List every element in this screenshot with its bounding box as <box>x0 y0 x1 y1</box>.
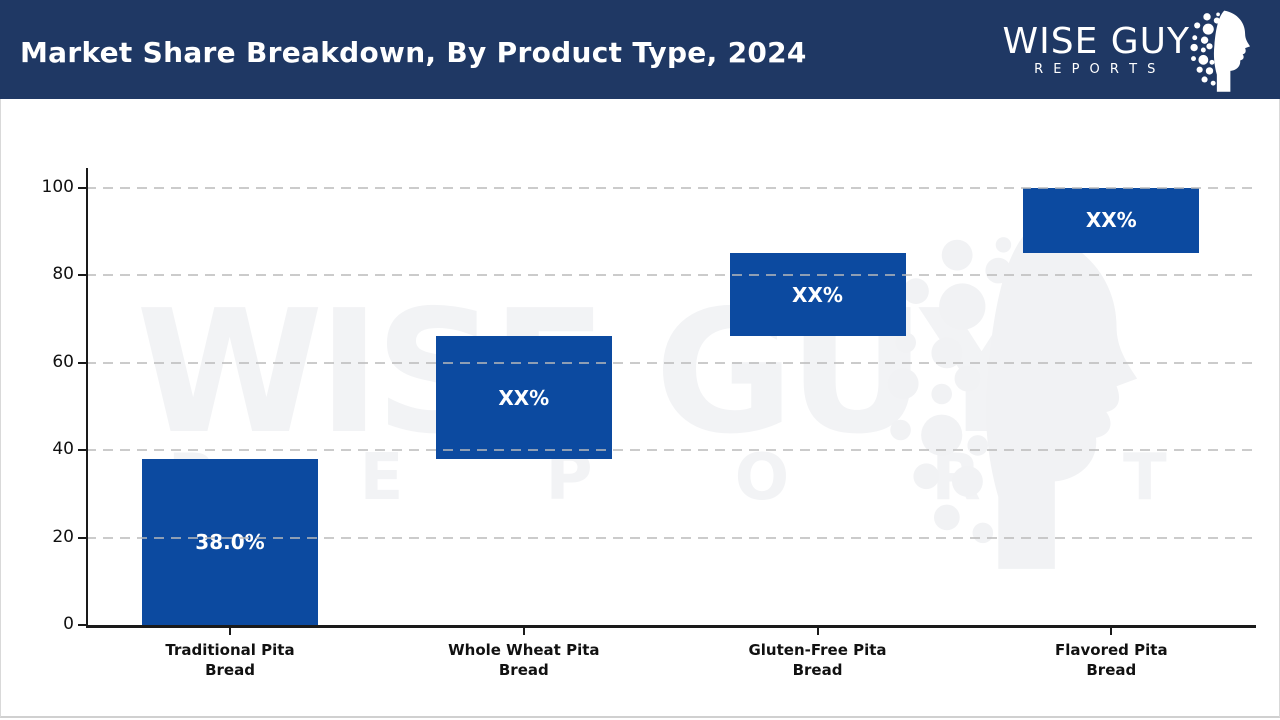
category-label-line: Flavored Pita <box>1055 641 1168 659</box>
y-tick-mark-100 <box>78 186 86 189</box>
y-tick-label-60: 60 <box>52 351 74 372</box>
header-band: Market Share Breakdown, By Product Type,… <box>0 0 1280 99</box>
bar-value-label-3: XX% <box>792 282 843 307</box>
y-axis <box>86 168 88 627</box>
gridline-80 <box>86 274 1256 276</box>
wiseguy-logo: WISE GUY R E P O R T S <box>1003 0 1268 99</box>
gridline-60 <box>86 361 1256 364</box>
gridline-40 <box>86 449 1256 451</box>
y-tick-label-0: 0 <box>63 614 74 634</box>
category-label-2: Whole Wheat Pita Bread <box>404 640 644 680</box>
y-tick-mark-40 <box>78 449 86 451</box>
x-tick-mark-2 <box>522 628 525 635</box>
bar-2: XX% <box>435 336 612 459</box>
y-tick-label-40: 40 <box>52 439 74 459</box>
category-label-line: Bread <box>498 661 549 679</box>
bar-value-label-2: XX% <box>498 385 550 410</box>
category-label-line: Bread <box>1086 661 1137 679</box>
gridline-20 <box>86 536 1256 539</box>
category-label-line: Bread <box>792 661 843 679</box>
y-tick-mark-20 <box>78 536 86 539</box>
wiseguy-head-icon <box>1190 10 1251 92</box>
x-tick-mark-4 <box>1110 628 1113 635</box>
category-label-line: Gluten-Free Pita <box>748 641 887 659</box>
logo-text: WISE GUY R E P O R T S <box>1002 21 1191 78</box>
page-title: Market Share Breakdown, By Product Type,… <box>20 36 807 69</box>
bar-4: XX% <box>1023 187 1200 254</box>
category-label-line: Traditional Pita <box>165 641 295 659</box>
x-tick-mark-1 <box>229 628 231 635</box>
y-tick-label-20: 20 <box>52 526 74 547</box>
category-label-1: Traditional Pita Bread <box>110 640 350 680</box>
bar-3: XX% <box>729 253 906 337</box>
y-tick-mark-0 <box>78 624 86 626</box>
logo-wordmark: WISE GUY <box>1002 21 1190 62</box>
bar-value-label-1: 38.0% <box>195 529 265 554</box>
bar-value-label-4: XX% <box>1085 208 1137 233</box>
logo-subtitle: R E P O R T S <box>1034 62 1159 77</box>
watermark-head-icon <box>887 229 1138 569</box>
category-label-line: Bread <box>205 661 255 679</box>
watermark-subtitle: R E P O R T S <box>168 441 1280 515</box>
category-label-3: Gluten-Free Pita Bread <box>698 640 938 680</box>
category-label-4: Flavored Pita Bread <box>991 640 1231 680</box>
x-tick-mark-3 <box>816 628 819 635</box>
y-tick-label-80: 80 <box>52 264 74 284</box>
y-tick-label-100: 100 <box>41 176 74 197</box>
y-tick-mark-60 <box>78 361 86 364</box>
gridline-100 <box>86 186 1256 189</box>
category-label-line: Whole Wheat Pita <box>448 641 600 659</box>
y-tick-mark-80 <box>78 274 86 276</box>
x-axis <box>86 625 1256 628</box>
bar-1: 38.0% <box>142 458 318 625</box>
